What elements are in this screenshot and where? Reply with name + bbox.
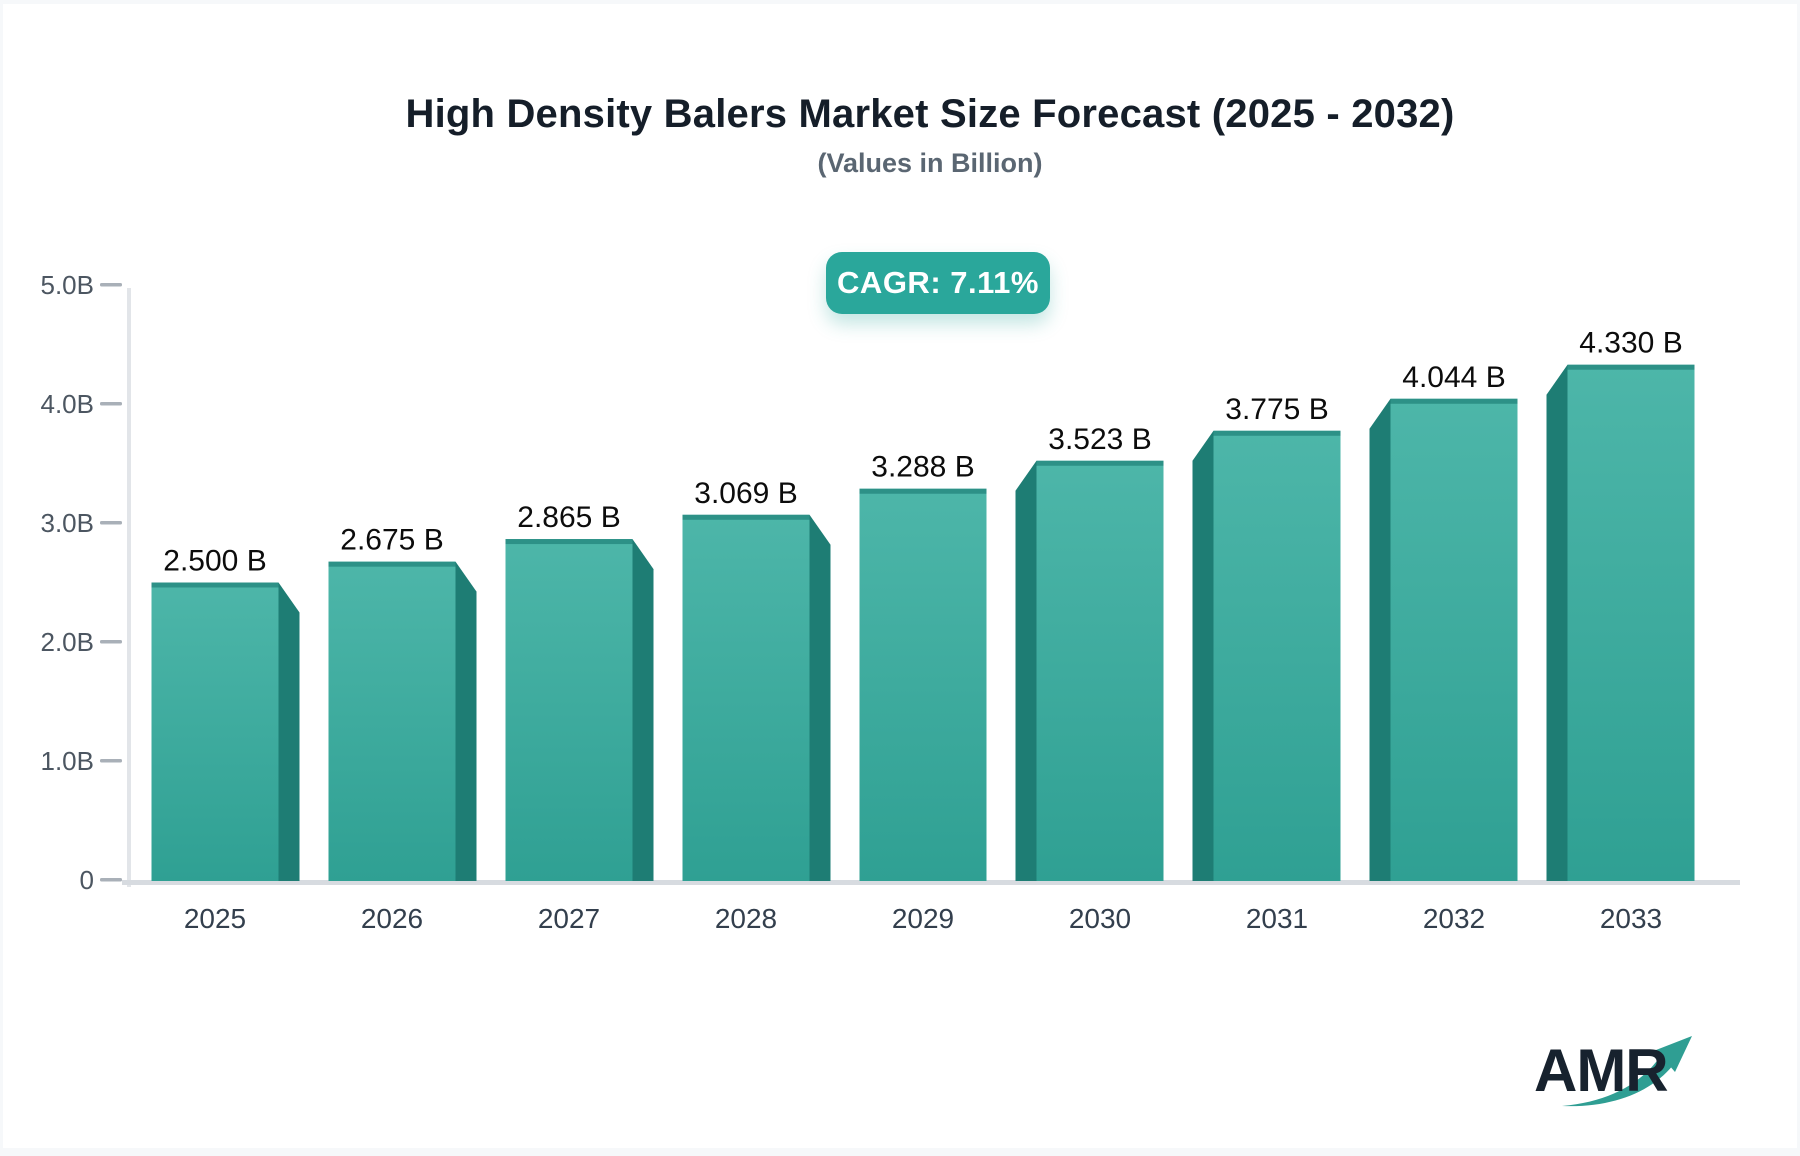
bar-value-label: 3.523 B xyxy=(1048,423,1151,456)
bar-top-edge xyxy=(1036,460,1164,466)
bar-side-face xyxy=(1192,430,1214,881)
bar-top-edge xyxy=(1567,364,1695,370)
x-axis-baseline xyxy=(122,880,1740,885)
y-axis-label: 5.0B xyxy=(41,270,95,300)
bar-value-label: 2.500 B xyxy=(163,545,266,578)
bar-2031: 3.775 B 2031 xyxy=(1192,393,1341,934)
x-axis-label: 2032 xyxy=(1423,903,1485,934)
bar-side-face xyxy=(809,514,831,881)
bar-side-face xyxy=(1369,398,1391,881)
bar-side-face xyxy=(455,561,477,881)
x-axis-label: 2026 xyxy=(361,903,423,934)
bar-side-face xyxy=(632,539,654,881)
bar-top-edge xyxy=(1213,430,1341,436)
x-axis-label: 2031 xyxy=(1246,903,1308,934)
y-axis-label: 1.0B xyxy=(41,746,95,776)
amr-logo-text: AMR xyxy=(1534,1037,1669,1104)
x-axis-label: 2027 xyxy=(538,903,600,934)
bar-value-label: 3.288 B xyxy=(871,451,974,484)
y-axis-line xyxy=(127,288,131,887)
chart-subtitle: (Values in Billion) xyxy=(817,148,1043,178)
bar-2033: 4.330 B 2033 xyxy=(1546,327,1695,934)
bar-top-edge xyxy=(1390,398,1518,404)
x-axis-label: 2030 xyxy=(1069,903,1131,934)
bar-value-label: 2.675 B xyxy=(340,524,443,557)
y-axis-tick xyxy=(100,878,122,882)
bar-front-face xyxy=(859,488,987,881)
bar-2030: 3.523 B 2030 xyxy=(1015,423,1164,934)
bar-top-edge xyxy=(859,488,987,494)
bar-front-face xyxy=(151,582,279,881)
bar-front-face xyxy=(1213,430,1341,881)
x-axis-label: 2025 xyxy=(184,903,246,934)
bar-2025: 2.500 B 2025 xyxy=(151,545,300,934)
y-axis-tick xyxy=(100,640,122,644)
bar-top-edge xyxy=(505,539,633,545)
x-axis-label: 2029 xyxy=(892,903,954,934)
bar-2027: 2.865 B 2027 xyxy=(505,501,654,934)
bar-front-face xyxy=(1567,364,1695,882)
bar-side-face xyxy=(1015,460,1037,881)
x-axis-label: 2028 xyxy=(715,903,777,934)
bar-front-face xyxy=(328,561,456,881)
y-axis-label: 4.0B xyxy=(41,389,95,419)
bar-side-face xyxy=(1546,364,1568,882)
bar-front-face xyxy=(1036,460,1164,881)
bar-2032: 4.044 B 2032 xyxy=(1369,361,1518,934)
y-axis-tick xyxy=(100,283,122,287)
y-axis-tick xyxy=(100,759,122,763)
bar-front-face xyxy=(505,539,633,881)
bar-value-label: 3.069 B xyxy=(694,477,797,510)
x-axis-label: 2033 xyxy=(1600,903,1662,934)
bar-2029: 3.288 B 2029 xyxy=(859,451,987,934)
y-axis-tick xyxy=(100,402,122,406)
y-axis-label: 0 xyxy=(80,865,94,895)
bar-2026: 2.675 B 2026 xyxy=(328,524,477,934)
bar-top-edge xyxy=(682,514,810,520)
chart-title: High Density Balers Market Size Forecast… xyxy=(405,92,1455,136)
bar-side-face xyxy=(278,582,300,881)
bar-top-edge xyxy=(328,561,456,567)
bar-value-label: 4.330 B xyxy=(1579,327,1682,360)
bar-top-edge xyxy=(151,582,279,588)
cagr-badge-label: CAGR: 7.11% xyxy=(837,265,1039,300)
y-axis-label: 2.0B xyxy=(41,627,95,657)
y-axis-label: 3.0B xyxy=(41,508,95,538)
bar-front-face xyxy=(1390,398,1518,881)
bar-value-label: 4.044 B xyxy=(1402,361,1505,394)
y-axis-tick xyxy=(100,521,122,525)
bar-front-face xyxy=(682,514,810,881)
trending-up-arrow-icon xyxy=(1562,1036,1692,1107)
bar-2028: 3.069 B 2028 xyxy=(682,477,831,934)
amr-logo: AMR xyxy=(1534,1036,1764,1146)
bar-value-label: 2.865 B xyxy=(517,501,620,534)
cagr-badge: CAGR: 7.11% xyxy=(826,252,1050,314)
bar-value-label: 3.775 B xyxy=(1225,393,1328,426)
